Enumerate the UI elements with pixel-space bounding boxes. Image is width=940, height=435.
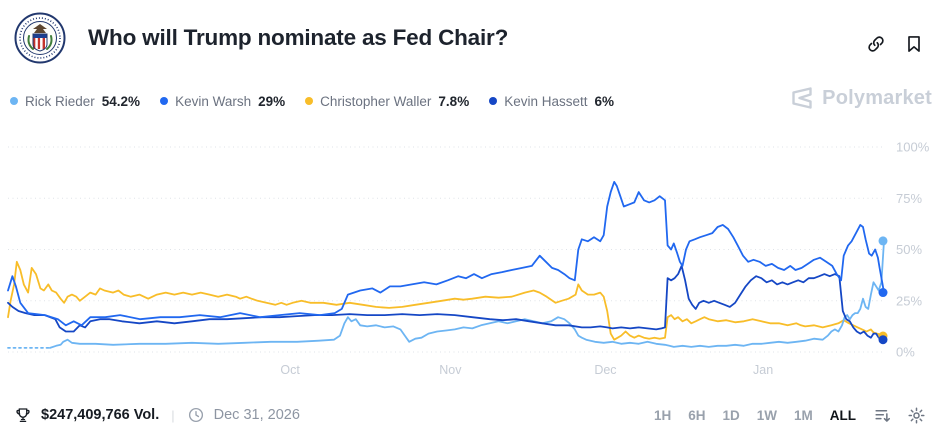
header-actions bbox=[866, 34, 924, 54]
trophy-icon bbox=[16, 408, 30, 423]
series-line-kevin-hassett bbox=[7, 264, 885, 341]
series-line-rick-rieder bbox=[49, 240, 885, 349]
legend-item-kevin-hassett[interactable]: Kevin Hassett 6% bbox=[489, 94, 614, 109]
legend-name: Rick Rieder bbox=[25, 93, 95, 109]
legend-dot bbox=[160, 97, 169, 105]
price-chart[interactable]: 100% 75% 50% 25% 0% Oct Nov Dec Jan bbox=[0, 118, 940, 398]
legend-name: Kevin Hassett bbox=[504, 93, 588, 109]
legend-dot bbox=[305, 97, 314, 105]
series-line-christopher-waller bbox=[7, 260, 885, 341]
y-axis-label-25: 25% bbox=[896, 293, 922, 308]
y-axis-label-0: 0% bbox=[896, 345, 915, 360]
series-end-dot-kevin-hassett bbox=[878, 335, 888, 345]
footer-stats: $247,409,766 Vol. | Dec 31, 2026 bbox=[14, 406, 300, 424]
y-axis-label-100: 100% bbox=[896, 140, 930, 155]
y-axis-label-75: 75% bbox=[896, 191, 922, 206]
series-line-kevin-warsh bbox=[7, 181, 885, 327]
legend-name: Christopher Waller bbox=[320, 93, 432, 109]
chart-legend: Rick Rieder 54.2% Kevin Warsh 29% Christophe… bbox=[10, 90, 614, 112]
footer-divider: | bbox=[171, 407, 175, 423]
bookmark-icon[interactable] bbox=[904, 34, 924, 54]
x-axis-label-oct: Oct bbox=[280, 363, 300, 377]
end-date-label: Dec 31, 2026 bbox=[213, 407, 300, 423]
timeframe-1h[interactable]: 1H bbox=[653, 407, 672, 423]
timeframe-1d[interactable]: 1D bbox=[722, 407, 740, 423]
x-axis-label-jan: Jan bbox=[753, 363, 773, 377]
trade-feed-icon[interactable] bbox=[873, 406, 892, 425]
header: Who will Trump nominate as Fed Chair? bbox=[14, 12, 508, 64]
clock-icon bbox=[188, 407, 203, 423]
timeframe-buttons: 1H 6H 1D 1W 1M ALL bbox=[652, 406, 858, 425]
eagle-glyph bbox=[33, 24, 47, 33]
page-title: Who will Trump nominate as Fed Chair? bbox=[88, 25, 509, 50]
timeframe-1m[interactable]: 1M bbox=[793, 407, 813, 423]
x-axis-label-nov: Nov bbox=[439, 363, 462, 377]
polymarket-watermark: Polymarket bbox=[790, 86, 932, 110]
fed-seal-logo bbox=[14, 12, 66, 64]
link-icon[interactable] bbox=[866, 34, 886, 54]
polymarket-logo-icon bbox=[792, 87, 812, 109]
legend-value: 54.2% bbox=[101, 93, 141, 109]
timeframe-1w[interactable]: 1W bbox=[756, 407, 777, 423]
volume-label: $247,409,766 Vol. bbox=[41, 407, 160, 423]
legend-item-rick-rieder[interactable]: Rick Rieder 54.2% bbox=[10, 94, 140, 109]
gear-icon[interactable] bbox=[907, 406, 926, 425]
timeframe-controls: 1H 6H 1D 1W 1M ALL bbox=[652, 406, 926, 425]
legend-item-kevin-warsh[interactable]: Kevin Warsh 29% bbox=[160, 94, 285, 109]
legend-dot bbox=[489, 97, 498, 105]
legend-item-christopher-waller[interactable]: Christopher Waller 7.8% bbox=[305, 94, 469, 109]
legend-value: 29% bbox=[258, 93, 286, 109]
watermark-text: Polymarket bbox=[822, 86, 932, 109]
legend-name: Kevin Warsh bbox=[175, 93, 252, 109]
series-end-dot-rick-rieder bbox=[878, 236, 888, 246]
x-axis-label-dec: Dec bbox=[594, 363, 616, 377]
y-axis-label-50: 50% bbox=[896, 242, 922, 257]
legend-value: 6% bbox=[594, 93, 615, 109]
legend-value: 7.8% bbox=[438, 93, 470, 109]
timeframe-all[interactable]: ALL bbox=[829, 407, 856, 423]
legend-dot bbox=[10, 97, 18, 105]
footer-bar: $247,409,766 Vol. | Dec 31, 2026 1H 6H 1D 1… bbox=[14, 402, 926, 428]
series-end-dot-kevin-warsh bbox=[878, 288, 888, 298]
timeframe-6h[interactable]: 6H bbox=[688, 407, 706, 423]
shield-stripes bbox=[33, 38, 47, 49]
